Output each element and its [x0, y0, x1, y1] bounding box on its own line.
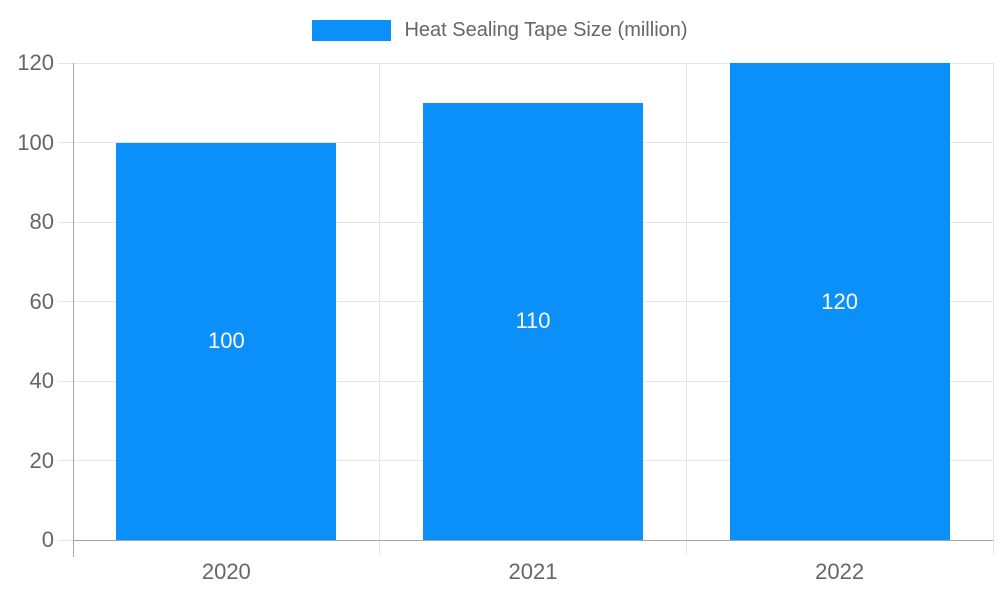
- y-axis-line: [72, 63, 74, 557]
- gridline-horizontal: [58, 62, 993, 64]
- bar-value-label: 100: [207, 328, 245, 354]
- legend[interactable]: Heat Sealing Tape Size (million): [0, 20, 1000, 41]
- gridline-vertical: [685, 63, 687, 555]
- bar-2020[interactable]: [116, 142, 337, 540]
- y-axis-tick-label: 80: [29, 209, 54, 234]
- x-axis-line: [73, 539, 993, 541]
- y-axis-tick-label: 40: [29, 368, 54, 393]
- x-axis-tick-label: 2022: [815, 559, 865, 584]
- bar-2021[interactable]: [423, 102, 643, 540]
- y-axis-tick-label: 120: [17, 50, 54, 75]
- y-axis-tick-label: 100: [17, 129, 54, 155]
- bar-value-label: 120: [821, 288, 859, 314]
- gridline-vertical: [379, 63, 381, 555]
- bar-value-label: 110: [515, 308, 551, 334]
- legend-label: Heat Sealing Tape Size (million): [404, 19, 688, 41]
- bar-2022[interactable]: [729, 63, 950, 540]
- legend-swatch: [312, 20, 392, 41]
- y-axis-tick-label: 20: [29, 447, 54, 473]
- y-axis-tick-label: 60: [29, 288, 54, 314]
- x-axis-tick-label: 2020: [201, 559, 251, 584]
- y-axis-tick-label: 0: [41, 527, 54, 552]
- x-axis-tick-label: 2021: [508, 559, 558, 584]
- gridline-vertical: [992, 63, 994, 555]
